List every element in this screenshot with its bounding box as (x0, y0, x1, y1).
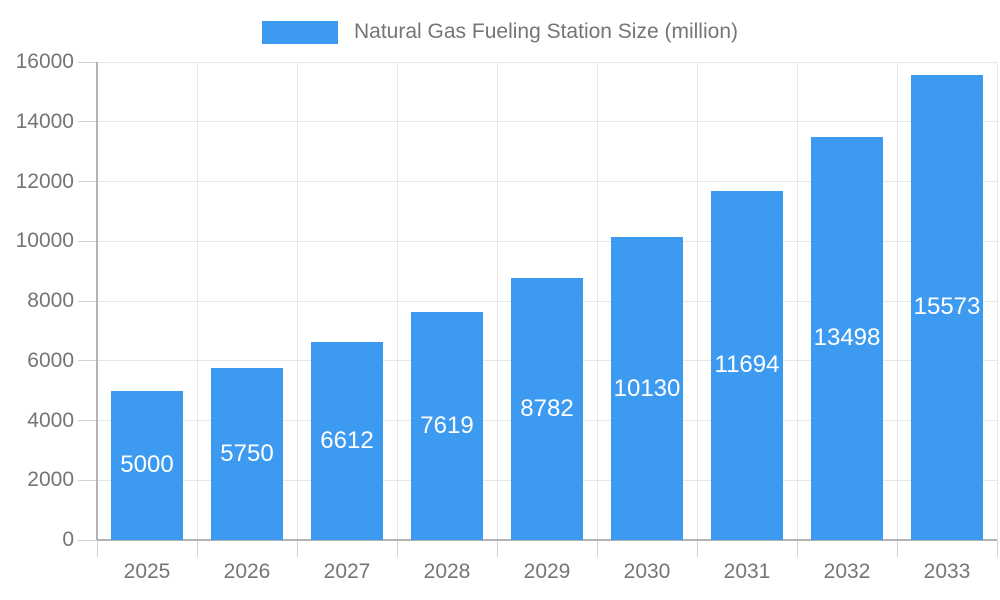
y-axis-tick (78, 61, 97, 63)
y-gridline (97, 181, 997, 182)
bar-value-label: 15573 (913, 293, 981, 321)
bar-value-label: 13498 (813, 324, 881, 352)
x-axis-label: 2027 (323, 560, 371, 583)
y-axis-tick (78, 420, 97, 421)
x-axis-label: 2031 (723, 560, 771, 583)
bar-value-label: 10130 (613, 374, 681, 402)
x-axis-label: 2032 (823, 560, 871, 583)
x-gridline (896, 62, 898, 540)
x-gridline (996, 62, 998, 540)
x-axis-label: 2030 (623, 560, 671, 583)
x-axis-tick (396, 540, 398, 557)
y-axis-label: 14000 (15, 109, 74, 133)
bar[interactable] (211, 368, 283, 540)
x-gridline (496, 62, 498, 540)
legend[interactable]: Natural Gas Fueling Station Size (millio… (0, 18, 1000, 46)
bar[interactable] (411, 312, 483, 540)
x-axis-label: 2025 (123, 560, 171, 583)
x-axis-line (97, 539, 997, 541)
y-axis-label: 10000 (15, 229, 74, 253)
x-gridline (196, 62, 198, 540)
y-gridline (97, 121, 997, 123)
x-axis-tick (696, 540, 698, 557)
y-axis-label: 4000 (27, 408, 74, 432)
y-axis-tick (78, 360, 97, 362)
bar-value-label: 6612 (320, 427, 374, 455)
bar[interactable] (711, 190, 783, 540)
y-axis-label: 0 (62, 528, 74, 551)
x-axis-tick (496, 540, 498, 557)
x-axis-tick (296, 540, 298, 557)
y-axis-tick (78, 300, 97, 302)
y-axis-tick (78, 240, 97, 242)
bar[interactable] (911, 74, 983, 540)
x-axis-label: 2028 (423, 560, 471, 583)
x-gridline (796, 62, 798, 540)
x-gridline (396, 62, 398, 540)
bar[interactable] (611, 237, 683, 540)
y-axis-label: 8000 (27, 289, 74, 312)
y-axis-label: 6000 (27, 348, 74, 372)
bar-value-label: 11694 (714, 351, 780, 379)
y-axis-label: 2000 (27, 468, 74, 492)
x-gridline (296, 62, 298, 540)
x-axis-label: 2029 (523, 560, 571, 583)
bar-value-label: 5750 (220, 440, 274, 468)
x-axis-tick (96, 540, 98, 557)
y-axis-label: 16000 (15, 50, 74, 73)
bar[interactable] (511, 277, 583, 540)
y-gridline (97, 240, 997, 242)
y-axis-line (96, 62, 98, 540)
x-axis-tick (896, 540, 898, 557)
bar[interactable] (811, 136, 883, 540)
x-axis-tick (996, 540, 998, 557)
bar[interactable] (111, 390, 183, 540)
x-axis-tick (596, 540, 598, 557)
y-axis-tick (78, 479, 97, 481)
y-axis-label: 12000 (15, 169, 74, 193)
y-gridline (97, 61, 997, 63)
bar[interactable] (311, 342, 383, 540)
legend-swatch (262, 20, 338, 44)
x-axis-label: 2033 (923, 560, 971, 583)
y-axis-tick (78, 121, 97, 123)
x-axis-label: 2026 (223, 560, 271, 583)
bar-value-label: 8782 (520, 394, 574, 422)
y-axis-tick (78, 539, 97, 541)
x-gridline (696, 62, 698, 540)
x-gridline (596, 62, 598, 540)
x-axis-tick (796, 540, 798, 557)
legend-label: Natural Gas Fueling Station Size (millio… (354, 20, 738, 43)
bar-value-label: 7619 (420, 412, 474, 440)
x-axis-tick (196, 540, 198, 557)
y-axis-tick (78, 181, 97, 182)
bar-value-label: 5000 (120, 451, 174, 479)
